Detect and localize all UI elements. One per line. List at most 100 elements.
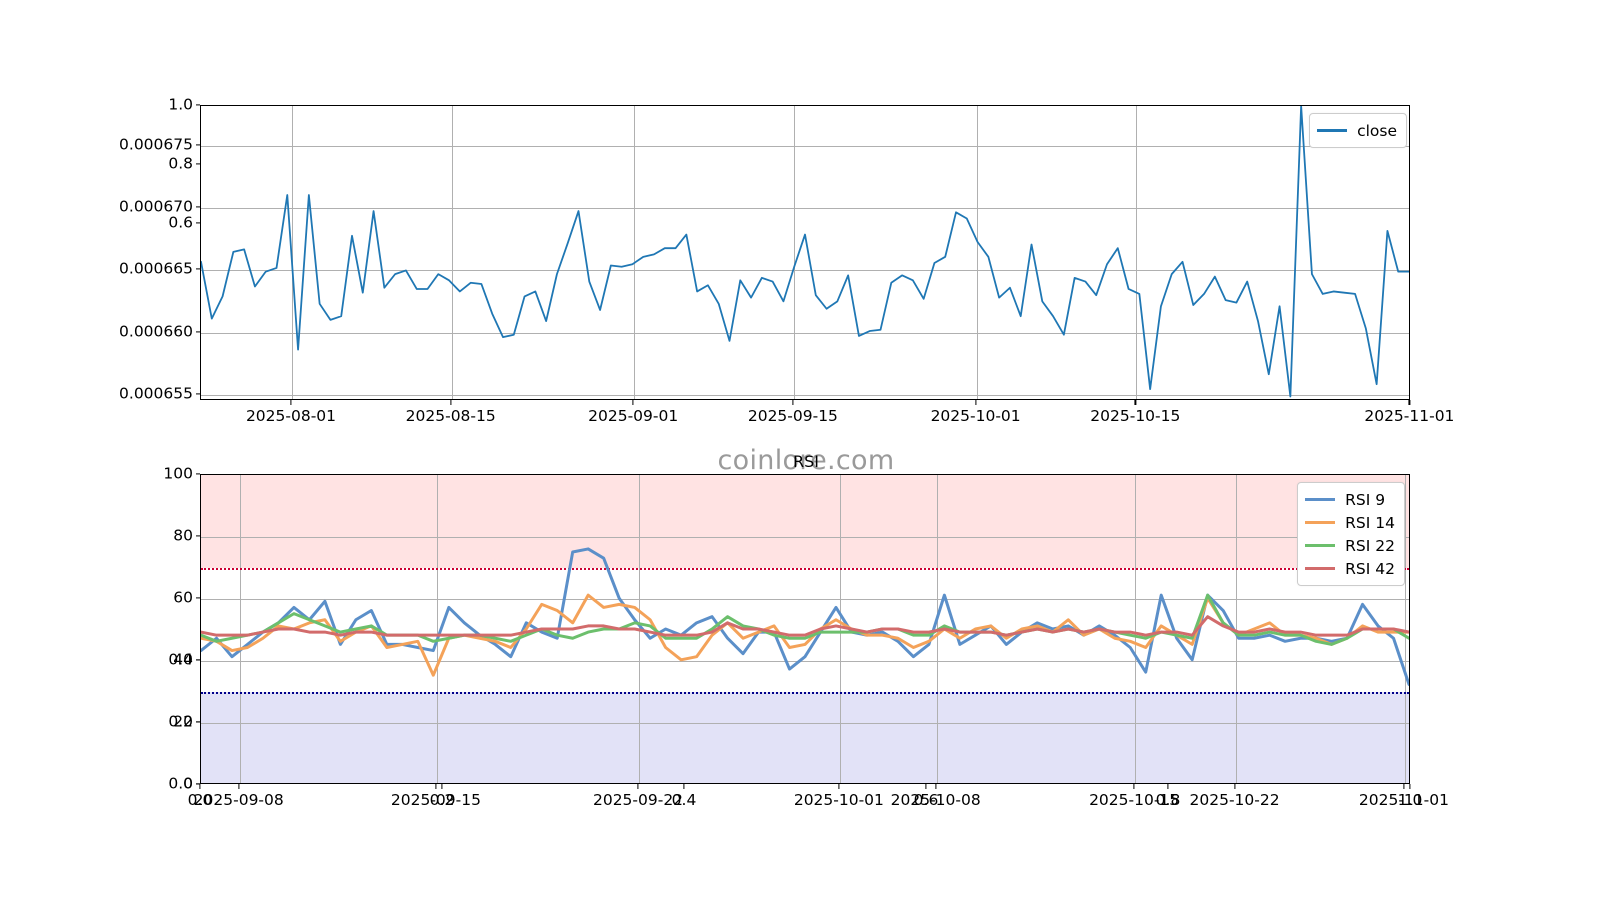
rsi-ghost-x-tick-mark — [683, 784, 685, 789]
price-gridline-horizontal — [201, 332, 1409, 334]
rsi-x-tick-label: 2025-10-15 — [1089, 791, 1180, 809]
rsi-legend-item[interactable]: RSI 14 — [1305, 511, 1395, 534]
rsi-oversold-band — [201, 692, 1409, 783]
price-legend[interactable]: close — [1309, 113, 1407, 148]
rsi-gridline-horizontal — [201, 599, 1409, 600]
coinlore-watermark: coinlore.com — [717, 445, 895, 476]
price-gridline-vertical — [634, 106, 636, 399]
rsi-x-tick-label: 2025-09-08 — [193, 791, 284, 809]
rsi-gridline-horizontal — [201, 537, 1409, 538]
price-x-tick-label: 2025-08-15 — [405, 407, 496, 425]
price-y-tick-label: 0.000665 — [119, 259, 193, 278]
price-y-tick-label: 0.000675 — [119, 135, 193, 154]
rsi-gridline-vertical — [839, 475, 841, 783]
rsi-line-series — [201, 547, 1409, 686]
rsi-legend-item[interactable]: RSI 42 — [1305, 557, 1395, 580]
rsi-legend-label: RSI 9 — [1345, 490, 1386, 509]
rsi-x-tick-label: 2025-10-08 — [890, 791, 981, 809]
price-legend-swatch — [1317, 129, 1348, 132]
rsi-y-tick-label: 80 — [173, 526, 193, 545]
price-y-tick-mark — [195, 144, 200, 146]
rsi-gridline-vertical — [1135, 475, 1137, 783]
rsi-x-tick-mark — [435, 784, 437, 789]
rsi-ghost-x-tick-mark — [925, 784, 927, 789]
rsi-overbought-threshold-line — [201, 568, 1409, 570]
rsi-gridline-horizontal — [201, 723, 1409, 724]
price-x-tick-mark — [632, 400, 634, 405]
price-gridline-horizontal — [201, 394, 1409, 396]
rsi-x-tick-label: 2025-10-22 — [1189, 791, 1280, 809]
rsi-x-tick-mark — [238, 784, 240, 789]
price-x-tick-mark — [450, 400, 452, 405]
rsi-legend-item[interactable]: RSI 9 — [1305, 488, 1395, 511]
price-gridline-vertical — [451, 106, 453, 399]
rsi-gridline-horizontal — [201, 661, 1409, 662]
rsi-x-tick-mark — [1233, 784, 1236, 789]
price-x-tick-label: 2025-10-01 — [930, 407, 1021, 425]
rsi-x-tick-label: 2025-09-15 — [390, 791, 481, 809]
price-x-tick-mark — [1408, 400, 1410, 405]
rsi-y-tick-label: 40 — [173, 650, 193, 669]
price-x-tick-label: 2025-08-01 — [245, 407, 337, 425]
rsi-y-tick-mark — [195, 721, 200, 723]
price-legend-item[interactable]: close — [1317, 119, 1397, 142]
price-y-tick-label: 0.000660 — [119, 321, 193, 340]
price-chart-axes: 0.000655 0.000660 0.000665 0.000670 0.000675… — [119, 105, 1454, 424]
price-y-tick-mark — [195, 206, 200, 208]
rsi-x-tick-mark — [637, 784, 639, 789]
rsi-gridline-vertical — [1235, 475, 1237, 783]
price-gridline-vertical — [291, 106, 293, 399]
rsi-y-tick-mark — [195, 597, 200, 599]
rsi-plot-frame — [200, 474, 1410, 784]
price-x-tick-mark — [792, 400, 794, 405]
rsi-y-tick-mark — [195, 659, 200, 661]
price-x-tick-label: 2025-11-01 — [1364, 407, 1455, 425]
price-gridline-horizontal — [201, 208, 1409, 210]
rsi-x-tick-label: 2025-09-22 — [592, 791, 684, 809]
rsi-overbought-band — [201, 475, 1409, 568]
rsi-y-tick-mark — [195, 535, 200, 537]
rsi-legend-swatch — [1305, 497, 1336, 502]
rsi-x-tick-mark — [838, 784, 840, 789]
rsi-legend-swatch — [1305, 520, 1336, 525]
rsi-y-tick-label: 20 — [173, 712, 193, 731]
rsi-legend[interactable]: RSI 9 RSI 14 RSI 22 RSI 42 — [1297, 482, 1405, 586]
price-y-tick-label: 0.000655 — [119, 384, 193, 403]
rsi-x-tick-label: 2025-10-01 — [793, 791, 884, 809]
rsi-y-tick-label: 0 — [183, 774, 193, 793]
rsi-legend-swatch — [1305, 543, 1336, 548]
rsi-chart-title: RSI — [793, 452, 819, 471]
price-x-tick-mark — [290, 400, 292, 405]
price-y-tick-mark — [195, 268, 200, 270]
rsi-ghost-x-tick-mark — [1409, 784, 1411, 789]
rsi-y-tick-label: 60 — [173, 588, 193, 607]
rsi-y-tick-label: 100 — [163, 464, 193, 483]
rsi-legend-item[interactable]: RSI 22 — [1305, 534, 1395, 557]
price-gridline-vertical — [976, 106, 978, 399]
price-legend-label: close — [1357, 121, 1397, 140]
price-plot-frame — [200, 105, 1410, 400]
price-ghost-y-tick-label: 0.8 — [168, 154, 193, 173]
price-x-tick-mark — [975, 400, 977, 405]
rsi-gridline-vertical — [1404, 475, 1406, 783]
rsi-legend-label: RSI 14 — [1345, 513, 1395, 532]
rsi-ghost-x-tick-mark — [441, 784, 443, 789]
rsi-x-tick-mark — [1133, 784, 1135, 789]
price-line-series — [201, 106, 1409, 398]
rsi-chart-axes: 0 20 40 60 80 100 2025-09-08 2025-09-15 2025-09… — [163, 466, 1449, 808]
price-ghost-y-tick-label: 1.0 — [168, 95, 193, 114]
price-x-tick-label: 2025-10-15 — [1090, 407, 1181, 425]
price-gridline-horizontal — [201, 145, 1409, 147]
rsi-legend-label: RSI 42 — [1345, 559, 1395, 578]
price-x-tick-label: 2025-09-01 — [588, 407, 679, 425]
price-x-tick-label: 2025-09-15 — [747, 407, 838, 425]
price-x-tick-mark — [1134, 400, 1136, 405]
price-gridline-horizontal — [201, 270, 1409, 272]
price-y-tick-label: 0.000670 — [119, 197, 193, 216]
price-y-tick-mark — [195, 393, 200, 395]
rsi-x-tick-label: 2025-11-01 — [1358, 791, 1449, 809]
rsi-ghost-x-tick-mark — [199, 784, 201, 789]
rsi-ghost-x-tick-mark — [1167, 784, 1169, 789]
rsi-gridline-vertical — [239, 475, 241, 783]
rsi-x-tick-mark — [1403, 784, 1405, 789]
